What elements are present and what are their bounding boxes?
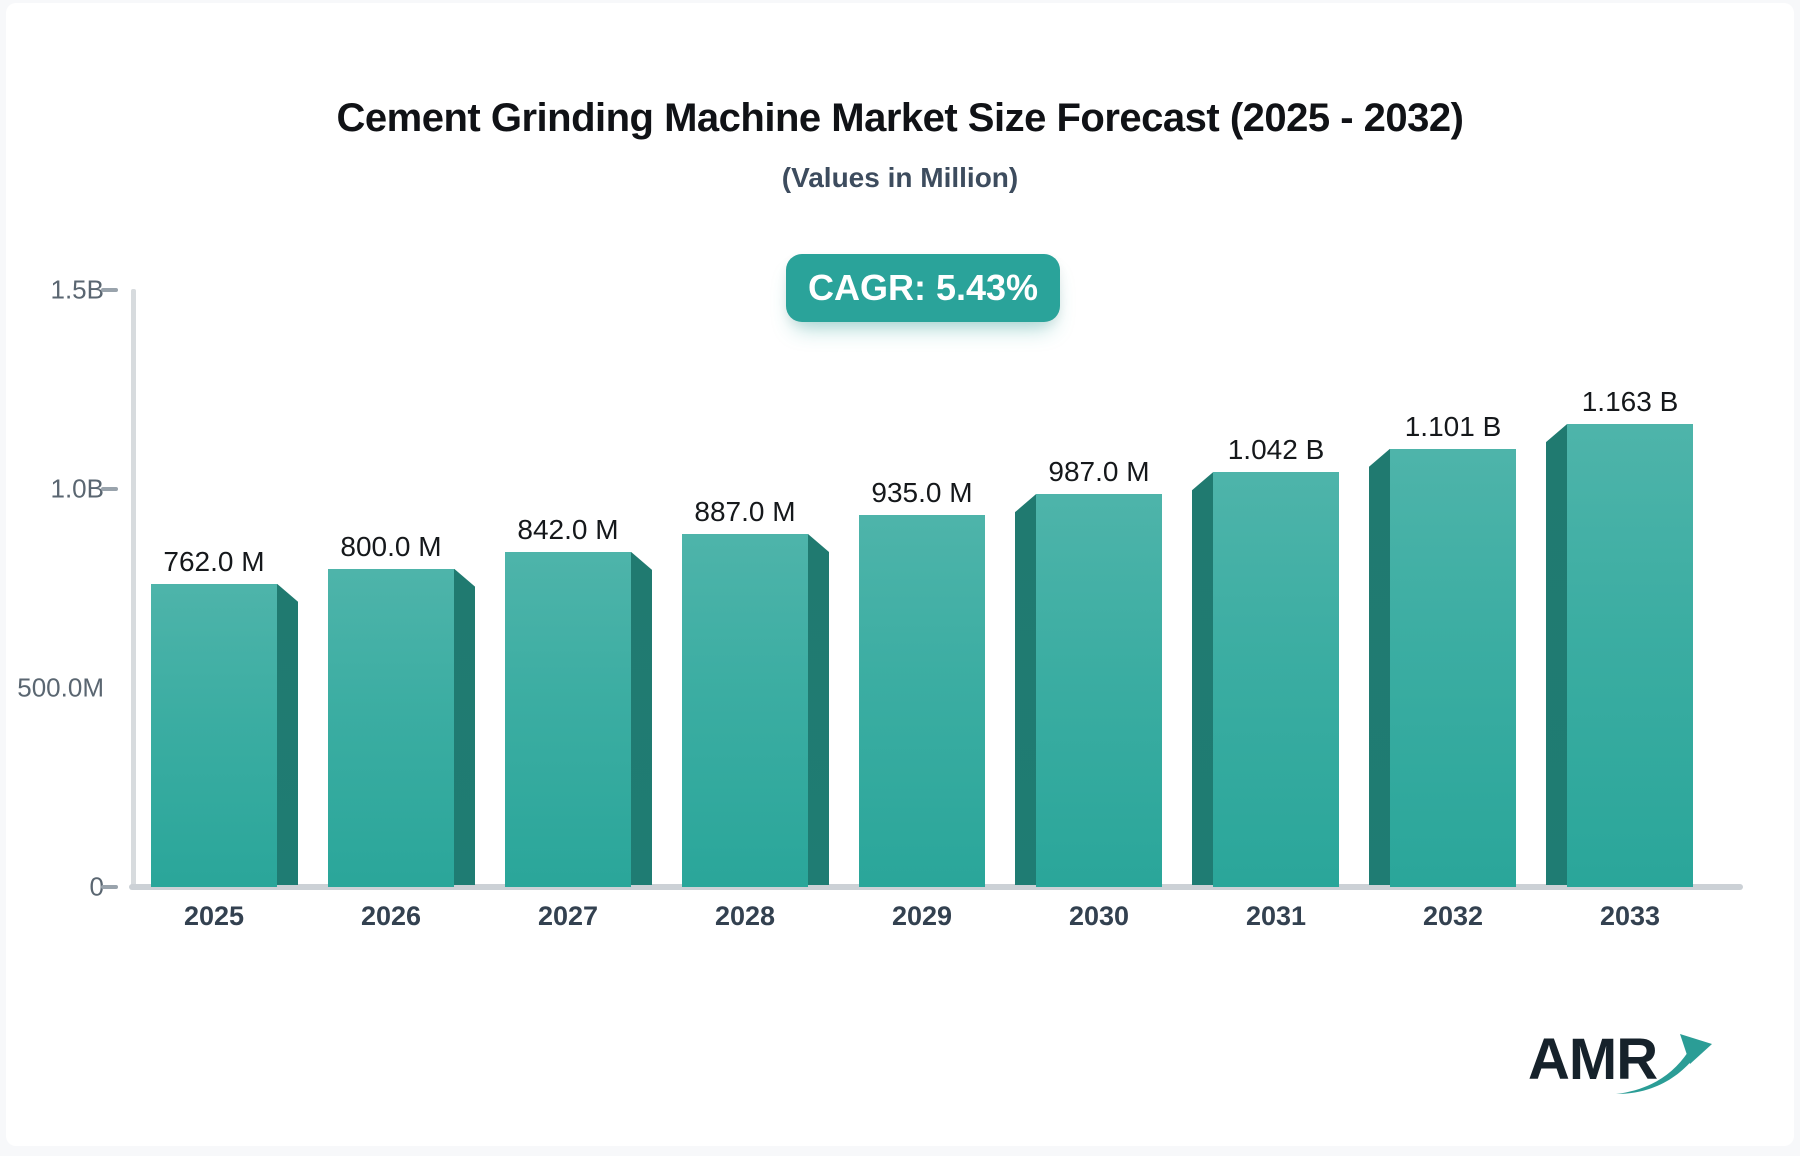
bar-value-label: 887.0 M [694,495,796,527]
x-axis-label-2030: 2030 [1068,901,1130,931]
bar-side-2025 [277,583,298,885]
bar-2030[interactable] [1036,494,1162,887]
bar-side-2033 [1546,424,1567,885]
cagr-badge-label: CAGR: 5.43% [807,267,1039,308]
bar-2032[interactable] [1390,448,1516,887]
bar-value-label: 935.0 M [871,476,973,508]
bar-value-label: 987.0 M [1048,456,1150,488]
x-axis-label-2033: 2033 [1599,901,1661,931]
cagr-badge: CAGR: 5.43% [786,254,1060,322]
bar-2031[interactable] [1213,472,1339,887]
bar-2033[interactable] [1567,424,1693,887]
x-axis-label-2029: 2029 [891,901,953,931]
bar-value-label: 1.163 B [1581,386,1679,418]
bar-side-2026 [454,568,475,885]
x-axis-label-2026: 2026 [360,901,422,931]
bar-side-2031 [1192,472,1213,885]
bar-2025[interactable] [151,583,277,887]
x-axis-label-2028: 2028 [714,901,776,931]
bar-side-2032 [1369,448,1390,885]
bar-2028[interactable] [682,533,808,887]
x-axis-line [129,884,1743,890]
bar-side-2028 [808,533,829,885]
y-tick-label: 1.5B [50,274,105,305]
x-axis-label-2031: 2031 [1245,901,1307,931]
x-axis-label-2027: 2027 [537,901,599,931]
y-axis-line [131,289,136,887]
bar-2026[interactable] [328,568,454,887]
bar-value-label: 800.0 M [340,530,442,562]
y-tick-mark [101,487,118,491]
y-tick-mark [101,885,118,889]
y-tick-label: 1.0B [50,473,105,504]
x-axis-label-2025: 2025 [183,901,245,931]
chart-subtitle: (Values in Million) [781,162,1019,193]
bar-value-label: 1.101 B [1404,410,1502,442]
y-tick-mark [101,288,118,292]
amr-logo: AMR [1528,1030,1718,1110]
bar-value-label: 1.042 B [1227,434,1325,466]
chart-title: Cement Grinding Machine Market Size Fore… [336,96,1464,140]
amr-logo-arrow-icon [1616,1034,1712,1094]
bar-value-label: 842.0 M [517,513,619,545]
x-axis-label-2032: 2032 [1422,901,1484,931]
bar-value-label: 762.0 M [163,545,265,577]
bar-2027[interactable] [505,551,631,887]
bar-side-2030 [1015,494,1036,885]
y-tick-label: 500.0M [17,672,104,703]
bar-2029[interactable] [859,514,985,887]
amr-logo-text: AMR [1528,1027,1658,1092]
y-tick-label: 0 [89,871,104,902]
bar-side-2027 [631,551,652,885]
